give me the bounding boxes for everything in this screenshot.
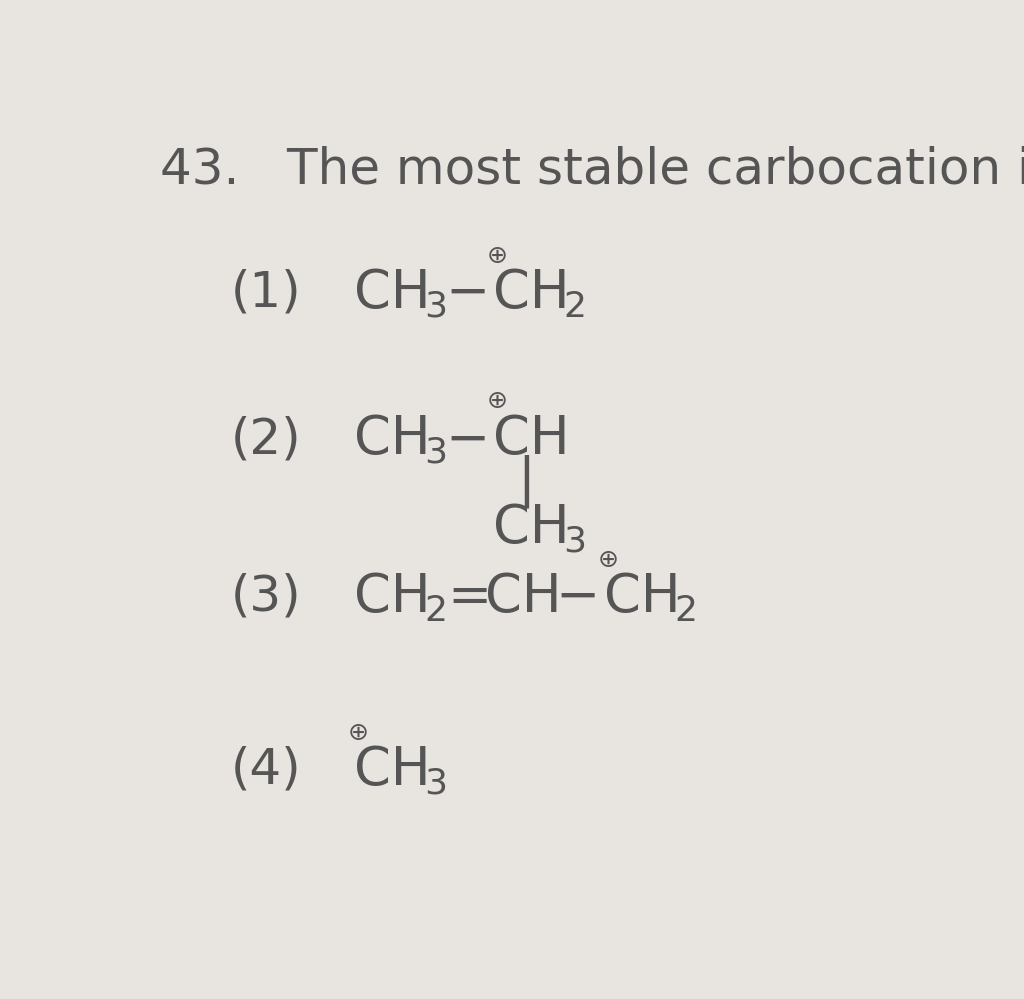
Text: −: − [555,570,599,622]
Text: CH: CH [604,570,681,622]
Text: CH: CH [354,570,431,622]
Text: CH: CH [354,414,431,466]
Text: |: | [517,455,536,508]
Text: ⊕: ⊕ [347,721,369,745]
Text: 2: 2 [563,290,586,324]
Text: 3: 3 [424,436,447,470]
Text: CH: CH [494,267,569,319]
Text: 3: 3 [424,766,447,801]
Text: 43.   The most stable carbocation is: 43. The most stable carbocation is [160,146,1024,194]
Text: CH: CH [354,267,431,319]
Text: CH: CH [354,744,431,796]
Text: ⊕: ⊕ [486,389,508,413]
Text: CH: CH [494,414,569,466]
Text: −: − [445,267,489,319]
Text: (2): (2) [231,416,302,464]
Text: (4): (4) [231,746,302,794]
Text: =: = [447,570,492,622]
Text: (3): (3) [231,572,302,620]
Text: ⊕: ⊕ [486,244,508,268]
Text: 3: 3 [424,290,447,324]
Text: CH: CH [494,501,569,553]
Text: ⊕: ⊕ [598,547,618,571]
Text: 2: 2 [674,593,697,627]
Text: CH: CH [485,570,561,622]
Text: −: − [445,414,489,466]
Text: 3: 3 [563,524,586,558]
Text: (1): (1) [231,269,302,317]
Text: 2: 2 [424,593,447,627]
